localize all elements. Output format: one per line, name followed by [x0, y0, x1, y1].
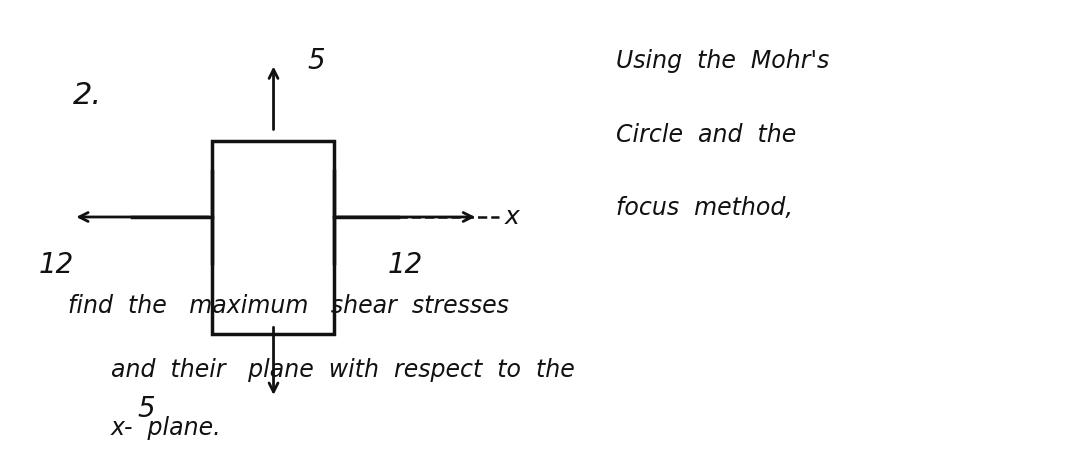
Text: 5: 5 — [137, 395, 155, 423]
Text: 5: 5 — [308, 48, 325, 75]
Bar — [211, 142, 334, 334]
Text: 12: 12 — [387, 251, 423, 279]
Text: 12: 12 — [39, 251, 73, 279]
Text: focus  method,: focus method, — [616, 196, 793, 220]
Text: x: x — [504, 205, 519, 229]
Text: and  their   plane  with  respect  to  the: and their plane with respect to the — [111, 358, 574, 382]
Text: 2.: 2. — [73, 81, 103, 110]
Text: find  the   maximum   shear  stresses: find the maximum shear stresses — [68, 294, 509, 318]
Text: Using  the  Mohr's: Using the Mohr's — [616, 49, 829, 73]
Text: Circle  and  the: Circle and the — [616, 123, 796, 147]
Text: x-  plane.: x- plane. — [111, 416, 221, 439]
